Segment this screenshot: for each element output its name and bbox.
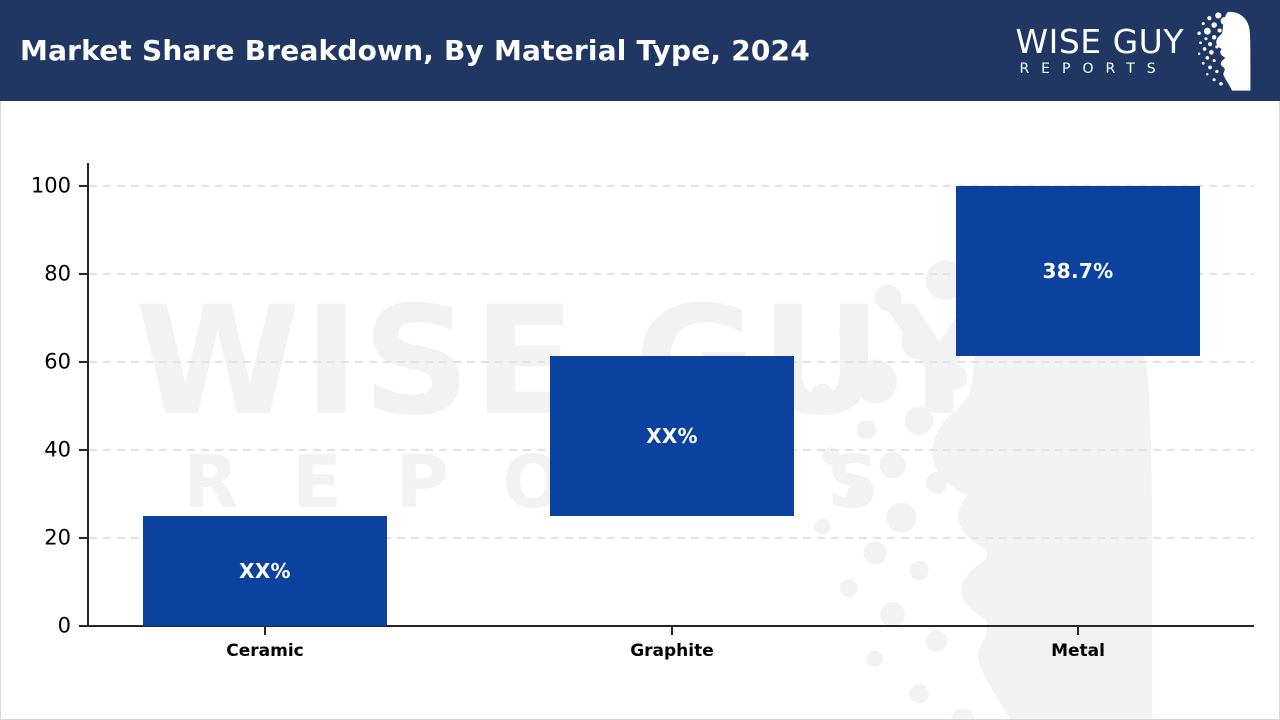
y-gridline: [89, 273, 1254, 275]
brand-name: WISE GUY: [1015, 22, 1184, 61]
brand-face-icon: [1186, 10, 1256, 92]
y-gridline: [89, 537, 1254, 539]
plot: 0 20 40 60 80 100 XX% Ceramic XX% Graphite 38.7% Me…: [1, 101, 1279, 719]
y-tick-label: 40: [44, 437, 71, 462]
y-tick-label: 60: [44, 349, 71, 374]
bar-value-label: 38.7%: [1042, 259, 1114, 284]
y-tick-mark: [79, 449, 87, 451]
y-tick-mark: [79, 273, 87, 275]
bar-value-label: XX%: [239, 559, 291, 583]
x-tick-mark: [264, 627, 266, 635]
x-tick-mark: [671, 627, 673, 635]
y-tick-label: 20: [44, 525, 71, 550]
y-tick-mark: [79, 537, 87, 539]
chart-area: WISE GUY REPORTS 020406080100XX%CeramicX…: [1, 101, 1279, 719]
bar-metal: 38.7%: [956, 186, 1200, 357]
page-title: Market Share Breakdown, By Material Type…: [20, 34, 810, 67]
y-gridline: [89, 185, 1254, 187]
x-axis-line: [87, 625, 1254, 627]
bar-value-label: XX%: [646, 424, 698, 449]
y-tick-label: 0: [57, 613, 71, 638]
brand-subtitle: REPORTS: [1019, 61, 1168, 77]
brand-logo-text: WISE GUY REPORTS: [1015, 25, 1184, 76]
y-tick-mark: [79, 361, 87, 363]
x-tick-label: Metal: [1051, 641, 1105, 661]
y-tick-mark: [79, 625, 87, 627]
x-tick-mark: [1077, 627, 1079, 635]
bar-graphite: XX%: [550, 356, 794, 516]
header: Market Share Breakdown, By Material Type…: [0, 0, 1280, 101]
bar-ceramic: XX%: [143, 516, 387, 626]
y-axis-line: [87, 163, 89, 627]
x-tick-label: Graphite: [630, 641, 714, 661]
x-tick-label: Ceramic: [226, 641, 304, 661]
brand-logo: WISE GUY REPORTS: [1015, 10, 1256, 92]
y-tick-label: 100: [30, 173, 71, 198]
y-tick-label: 80: [44, 261, 71, 286]
y-tick-mark: [79, 185, 87, 187]
